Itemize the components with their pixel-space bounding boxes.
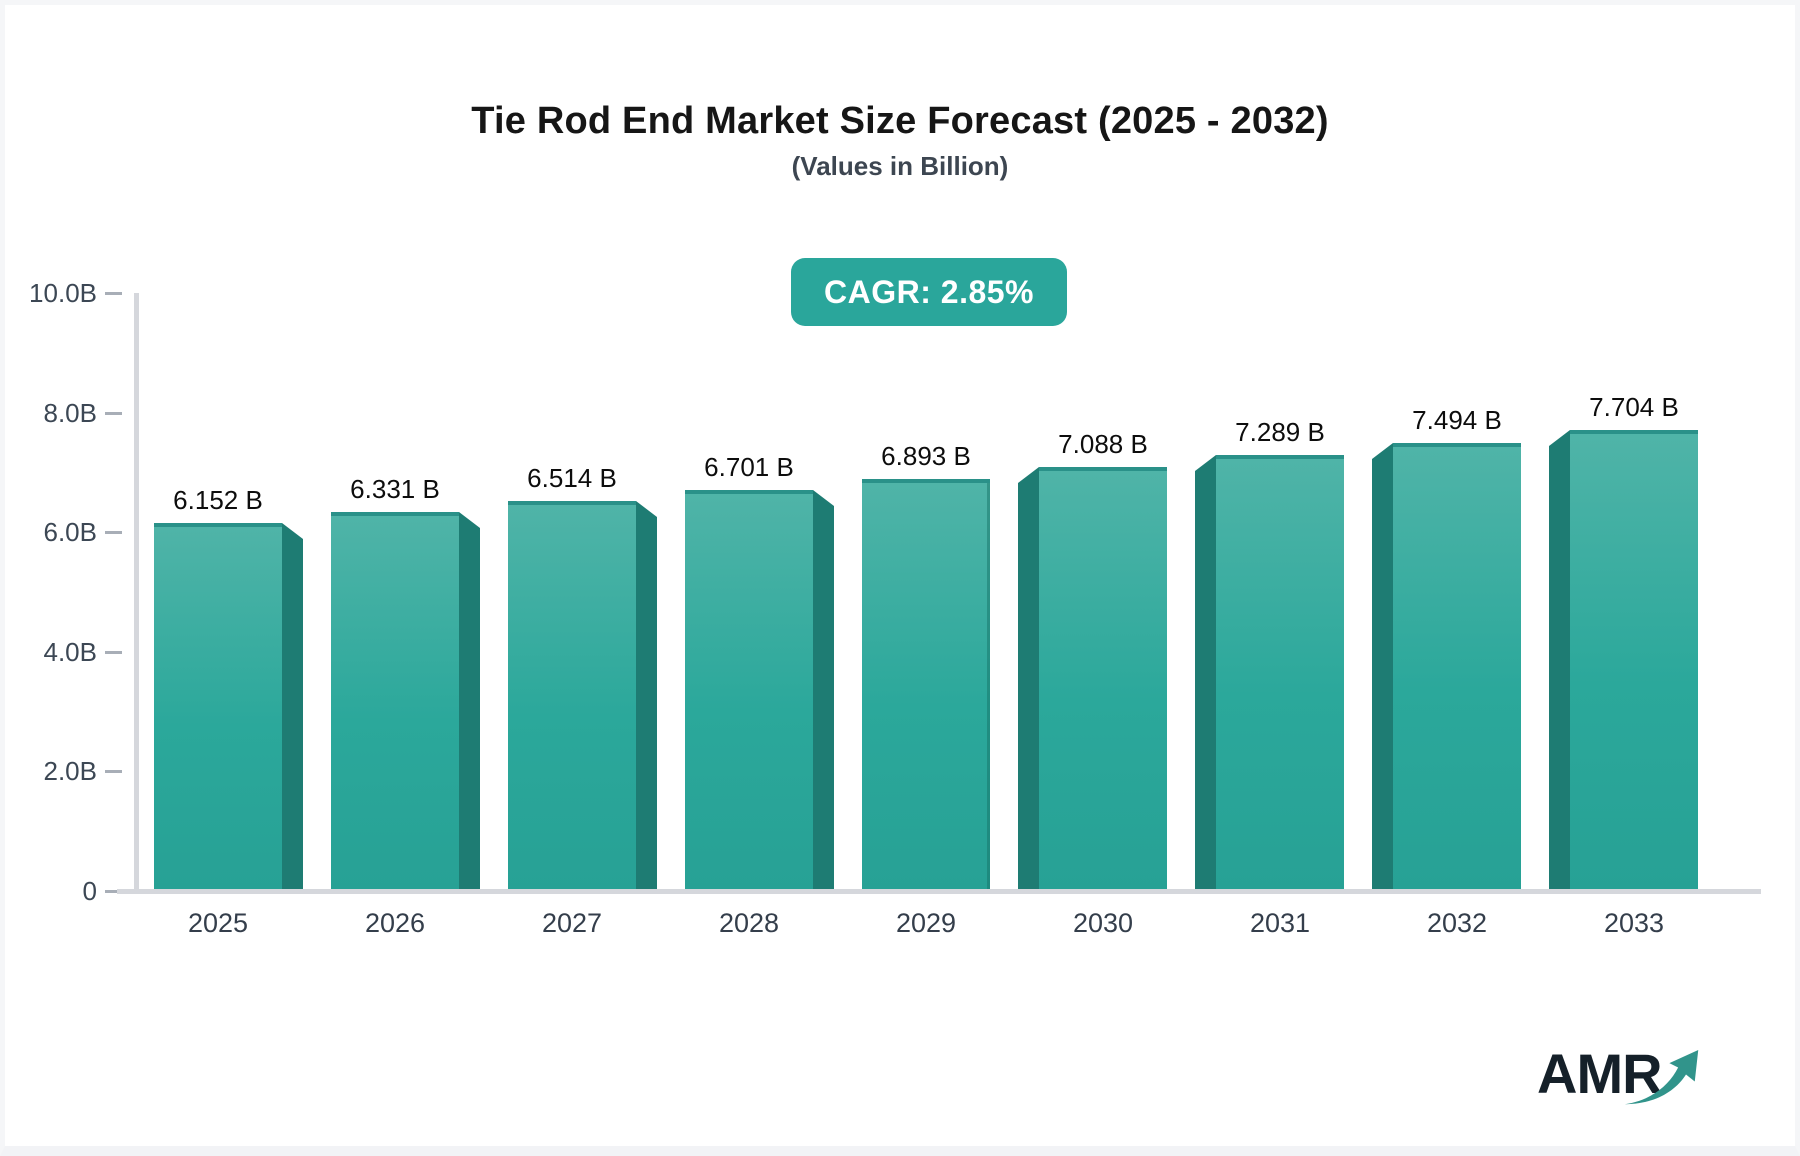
x-tick-label: 2026 bbox=[364, 908, 426, 938]
y-tick-mark bbox=[105, 412, 122, 415]
bar-value-label: 7.088 B bbox=[1058, 429, 1148, 459]
x-tick-label: 2028 bbox=[718, 908, 780, 938]
x-tick-label: 2027 bbox=[541, 908, 603, 938]
bar-face bbox=[1570, 430, 1698, 891]
x-tick-label: 2025 bbox=[187, 908, 249, 938]
y-tick-label: 6.0B bbox=[43, 517, 98, 547]
amr-logo: AMR bbox=[1537, 1045, 1727, 1115]
x-tick-label: 2030 bbox=[1072, 908, 1134, 938]
y-tick-label: 10.0B bbox=[29, 278, 97, 308]
bar-face bbox=[1039, 467, 1167, 891]
bar-face bbox=[1393, 443, 1521, 891]
y-tick-label: 4.0B bbox=[43, 637, 98, 667]
y-axis-line bbox=[134, 293, 139, 894]
y-tick-label: 0 bbox=[82, 876, 97, 906]
amr-logo-text: AMR bbox=[1537, 1042, 1663, 1105]
y-tick-label: 8.0B bbox=[43, 398, 98, 428]
x-tick-label: 2032 bbox=[1426, 908, 1488, 938]
bar-value-label: 6.701 B bbox=[704, 452, 794, 482]
bar-side-3d bbox=[1372, 443, 1393, 891]
x-tick-label: 2029 bbox=[895, 908, 957, 938]
y-tick-label: 2.0B bbox=[43, 756, 98, 786]
bar-chart-plot: 0 2.0B 4.0B 6.0B 8.0B 10.0B 6.152 B 2025 6.331 B… bbox=[5, 5, 1795, 1146]
bar-value-label: 6.514 B bbox=[527, 463, 617, 493]
bar-side-3d bbox=[1549, 430, 1570, 891]
bar-face bbox=[331, 512, 459, 891]
bar-value-label: 7.289 B bbox=[1235, 417, 1325, 447]
x-tick-label: 2031 bbox=[1249, 908, 1311, 938]
bar-side-3d bbox=[636, 501, 657, 891]
bar-side-3d bbox=[1018, 467, 1039, 891]
bar-value-label: 7.704 B bbox=[1589, 392, 1679, 422]
chart-title: Tie Rod End Market Size Forecast (2025 -… bbox=[471, 100, 1329, 142]
bar-side-3d bbox=[813, 490, 834, 891]
y-tick-mark bbox=[105, 651, 122, 654]
x-tick-label: 2033 bbox=[1603, 908, 1665, 938]
cagr-badge: CAGR: 2.85% bbox=[791, 258, 1067, 326]
bar-value-label: 6.893 B bbox=[881, 441, 971, 471]
y-tick-mark bbox=[105, 770, 122, 773]
bar-face bbox=[154, 523, 282, 891]
bar-side-3d bbox=[1195, 455, 1216, 891]
bar-face bbox=[685, 490, 813, 891]
bar-value-label: 6.152 B bbox=[173, 485, 263, 515]
bar-side-3d bbox=[459, 512, 480, 891]
bar-face bbox=[508, 501, 636, 891]
chart-subtitle: (Values in Billion) bbox=[791, 151, 1009, 181]
bar-face bbox=[862, 479, 990, 891]
y-tick-mark bbox=[105, 890, 122, 893]
bar-value-label: 6.331 B bbox=[350, 474, 440, 504]
bar-face bbox=[1216, 455, 1344, 891]
x-axis-line bbox=[117, 889, 1761, 894]
y-tick-mark bbox=[105, 292, 122, 295]
bar-side-3d bbox=[282, 523, 303, 891]
growth-arrow-icon bbox=[1624, 1050, 1699, 1105]
bar-value-label: 7.494 B bbox=[1412, 405, 1502, 435]
y-tick-mark bbox=[105, 531, 122, 534]
